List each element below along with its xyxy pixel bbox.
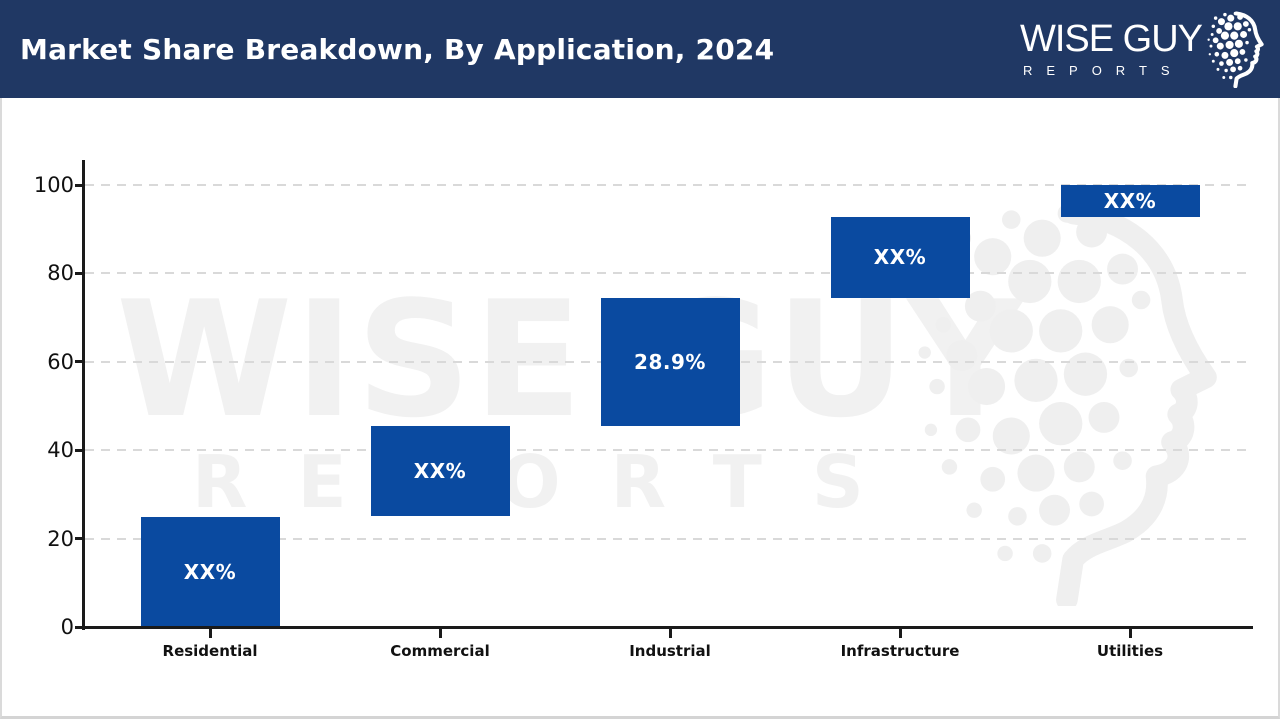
y-tickmark-0 (75, 625, 83, 629)
gridline-80 (85, 272, 1253, 275)
x-tickmark-residential (208, 629, 212, 638)
bar-value-label: XX% (183, 559, 237, 584)
y-tick-label-20: 20 (47, 526, 74, 551)
y-tick-label-80: 80 (47, 261, 74, 286)
bar-value-label: XX% (1103, 188, 1157, 213)
y-tickmark-40 (75, 448, 83, 452)
x-axis-line (82, 626, 1253, 629)
logo-subtext: REPORTS (1022, 62, 1184, 78)
x-tickmark-infrastructure (898, 629, 902, 638)
x-tick-label-residential: Residential (162, 642, 258, 660)
y-tick-label-0: 0 (60, 615, 74, 639)
x-tick-label-commercial: Commercial (390, 642, 490, 660)
y-axis-line (82, 160, 85, 630)
gridline-20 (85, 537, 1253, 540)
bar-commercial: XX% (370, 425, 510, 517)
bar-industrial: 28.9% (600, 298, 740, 426)
bar-value-label: XX% (873, 245, 927, 270)
bar-value-label: XX% (413, 459, 467, 484)
bar-utilities: XX% (1060, 185, 1200, 217)
x-tick-label-industrial: Industrial (629, 642, 711, 660)
bar-infrastructure: XX% (830, 216, 970, 299)
watermark-subtext: REPORTS (192, 440, 914, 524)
logo-wordmark: WISE GUY (1019, 18, 1203, 61)
gridline-100 (85, 184, 1253, 186)
dotted-head-profile-icon (1204, 10, 1268, 88)
header-bar: Market Share Breakdown, By Application, … (0, 0, 1280, 98)
y-tick-label-100: 100 (33, 173, 74, 197)
y-tickmark-20 (75, 537, 83, 541)
x-tick-label-infrastructure: Infrastructure (840, 642, 960, 660)
y-tickmark-60 (75, 360, 83, 364)
wiseguy-logo: WISE GUY REPORTS (1020, 5, 1268, 93)
bar-value-label: 28.9% (634, 350, 706, 374)
y-tick-label-40: 40 (47, 438, 74, 463)
gridline-40 (85, 449, 1253, 452)
logo-text: WISE GUY REPORTS (1019, 18, 1203, 78)
x-tickmark-industrial (668, 629, 672, 638)
x-tick-label-utilities: Utilities (1096, 642, 1164, 660)
x-tickmark-utilities (1128, 629, 1132, 638)
x-tickmark-commercial (438, 629, 442, 638)
y-tickmark-100 (75, 183, 83, 187)
y-tickmark-80 (75, 271, 83, 275)
chart-title: Market Share Breakdown, By Application, … (20, 32, 775, 66)
y-tick-label-60: 60 (47, 349, 74, 374)
bar-residential: XX% (140, 516, 280, 627)
